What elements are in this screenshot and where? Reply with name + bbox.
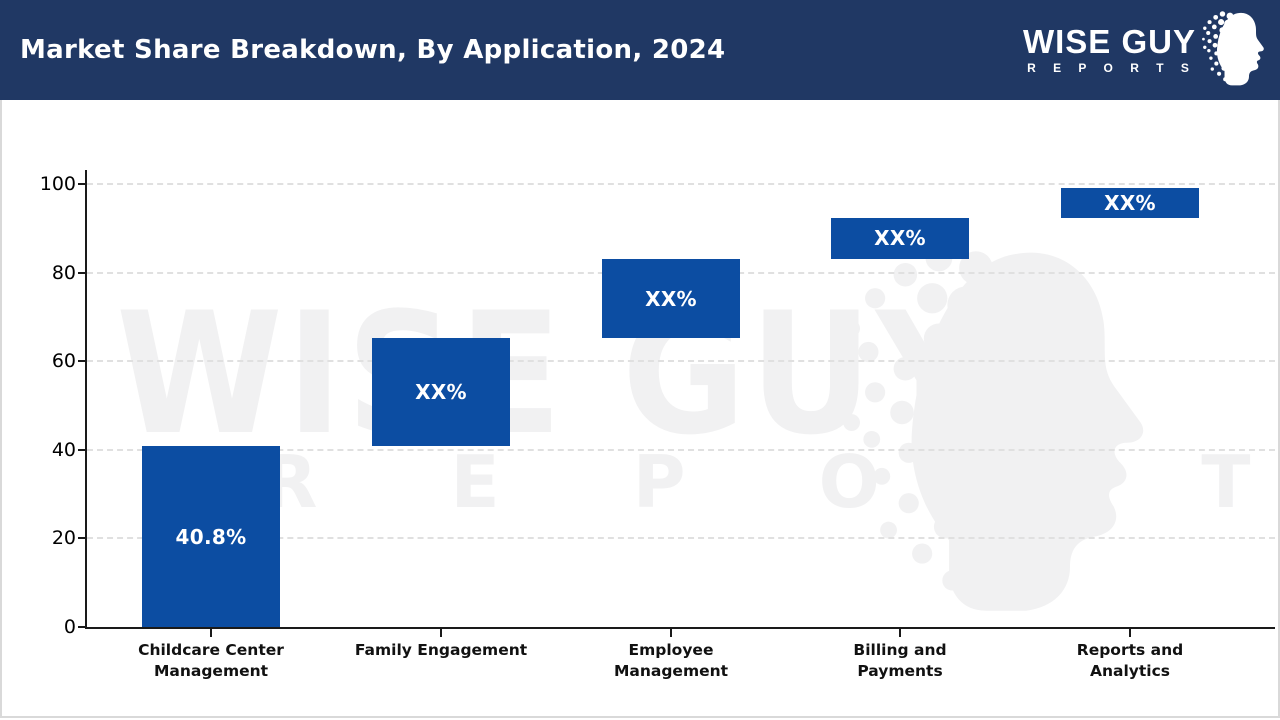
watermark-text-line1: WISE GUY	[116, 276, 990, 472]
brand-logo: WISE GUY R E P O R T S	[1023, 9, 1280, 91]
watermark-head-logo	[818, 226, 1154, 646]
y-tick-mark-100	[78, 183, 86, 185]
x-tick-mark-employee-management	[670, 629, 672, 637]
bar-value-label-billing-and-payments: XX%	[874, 226, 926, 251]
bar-employee-management: XX%	[602, 259, 740, 339]
gridline-y-100	[87, 183, 1275, 185]
bar-childcare-center-management: 40.8%	[142, 446, 280, 627]
gridline-y-20	[87, 537, 1275, 540]
bar-billing-and-payments: XX%	[831, 217, 969, 260]
y-tick-label-20: 20	[51, 527, 76, 550]
bar-value-label-childcare-center-management: 40.8%	[175, 524, 247, 549]
x-axis-line	[85, 627, 1275, 629]
y-tick-label-100: 100	[39, 173, 76, 195]
brand-logo-text: WISE GUY R E P O R T S	[1022, 22, 1196, 76]
bar-reports-and-analytics: XX%	[1061, 187, 1199, 218]
y-axis-line	[85, 170, 87, 629]
chart-title: Market Share Breakdown, By Application, …	[20, 35, 726, 65]
y-tick-mark-80	[78, 271, 86, 274]
bar-value-label-reports-and-analytics: XX%	[1104, 190, 1156, 215]
x-tick-mark-reports-and-analytics	[1129, 629, 1131, 637]
x-category-label-reports-and-analytics: Reports and Analytics	[1076, 641, 1184, 680]
bar-value-label-family-engagement: XX%	[415, 380, 467, 405]
brand-head-icon	[1198, 9, 1266, 91]
x-tick-mark-billing-and-payments	[899, 629, 901, 637]
y-tick-mark-40	[78, 448, 86, 451]
y-tick-label-80: 80	[51, 261, 76, 284]
bar-family-engagement: XX%	[372, 338, 510, 447]
header-banner: Market Share Breakdown, By Application, …	[0, 0, 1280, 100]
brand-subname: R E P O R T S	[1027, 60, 1196, 75]
y-tick-mark-0	[78, 626, 86, 628]
gridline-y-60	[87, 360, 1275, 363]
x-category-label-childcare-center-management: Childcare Center Management	[138, 641, 284, 680]
x-category-label-employee-management: Employee Management	[613, 641, 729, 680]
y-tick-label-40: 40	[51, 438, 76, 461]
y-tick-mark-20	[78, 537, 86, 540]
x-category-label-billing-and-payments: Billing and Payments	[853, 641, 947, 680]
x-tick-mark-childcare-center-management	[210, 629, 212, 637]
y-tick-label-0: 0	[63, 616, 76, 638]
bar-value-label-employee-management: XX%	[645, 286, 697, 311]
x-tick-mark-family-engagement	[440, 629, 442, 637]
x-category-label-family-engagement: Family Engagement	[354, 641, 528, 659]
gridline-y-40	[87, 448, 1275, 451]
brand-name: WISE GUY	[1022, 22, 1196, 60]
y-tick-mark-60	[78, 360, 86, 363]
y-tick-label-60: 60	[51, 350, 76, 373]
